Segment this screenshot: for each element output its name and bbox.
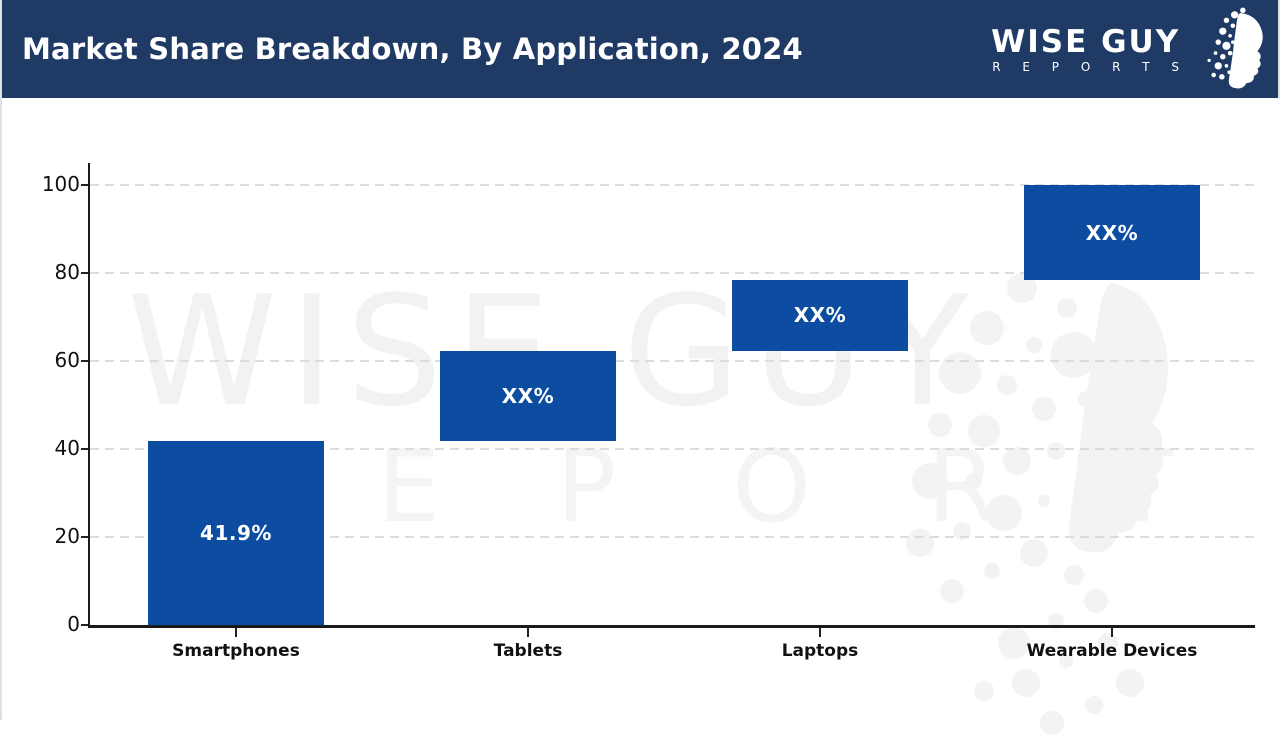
page-title: Market Share Breakdown, By Application, … — [22, 32, 803, 66]
x-tick-mark — [819, 628, 821, 637]
y-tick-label: 0 — [67, 612, 80, 636]
y-axis-line — [88, 163, 90, 628]
header-banner: Market Share Breakdown, By Application, … — [2, 0, 1278, 98]
bar: XX% — [1024, 185, 1200, 281]
wiseguy-logo-text: WISE GUY R E P O R T S — [983, 25, 1188, 74]
y-gridline — [90, 360, 1258, 362]
wiseguy-logo: WISE GUY R E P O R T S — [983, 0, 1272, 98]
y-tick-label: 60 — [54, 348, 80, 372]
bar-value-label: XX% — [793, 303, 847, 328]
x-category-label: Smartphones — [172, 641, 300, 661]
wiseguy-head-icon — [1207, 7, 1263, 89]
bar: XX% — [732, 280, 908, 351]
y-tick-label: 100 — [41, 172, 80, 196]
y-tick-mark — [81, 624, 90, 626]
bar-value-label: 41.9% — [200, 520, 272, 545]
x-category-label: Tablets — [493, 641, 563, 661]
logo-subtitle: R E P O R T S — [992, 59, 1188, 74]
x-tick-mark — [235, 628, 237, 637]
y-tick-mark — [81, 360, 90, 362]
x-category-label: Wearable Devices — [1026, 641, 1198, 661]
y-gridline — [90, 272, 1258, 274]
y-gridline — [90, 536, 1258, 538]
y-tick-mark — [81, 448, 90, 450]
waterfall-chart: WISE GUY R E P O R T S 0 20 40 60 80 100 41.9%… — [2, 98, 1280, 735]
y-tick-mark — [81, 184, 90, 186]
bar: 41.9% — [148, 440, 324, 625]
y-tick-label: 20 — [54, 524, 80, 548]
y-tick-label: 40 — [54, 436, 80, 460]
logo-wordmark: WISE GUY — [991, 23, 1181, 60]
x-tick-mark — [1111, 628, 1113, 637]
bar-value-label: XX% — [501, 383, 555, 408]
y-tick-label: 80 — [54, 260, 80, 284]
y-tick-mark — [81, 272, 90, 274]
x-axis-line — [88, 625, 1255, 628]
x-category-label: Laptops — [781, 641, 859, 661]
report-page: Market Share Breakdown, By Application, … — [0, 0, 1280, 735]
watermark-head-graphic — [906, 235, 1168, 735]
y-gridline — [90, 448, 1258, 450]
bar-value-label: XX% — [1085, 220, 1139, 245]
y-tick-mark — [81, 536, 90, 538]
x-tick-mark — [527, 628, 529, 637]
bar: XX% — [440, 350, 616, 441]
y-gridline — [90, 184, 1258, 186]
